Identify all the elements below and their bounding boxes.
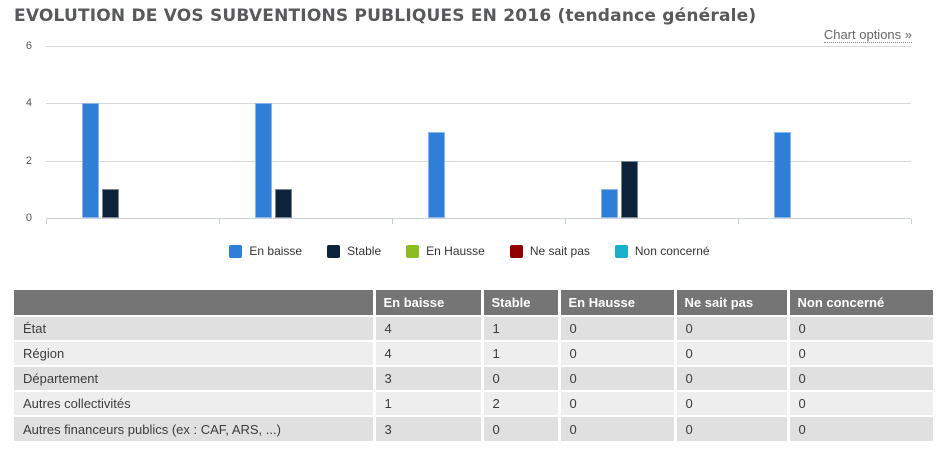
legend-item-label: Non concerné [634,244,710,258]
cell-value: 2 [482,391,561,416]
cell-value: 0 [559,366,677,391]
cell-value: 0 [482,366,561,391]
cell-value: 0 [675,416,790,441]
legend-swatch-icon [406,244,420,258]
bar-stable-4 [621,161,638,218]
legend-swatch-icon [509,244,523,258]
gridline-y-6 [46,46,911,47]
cell-value: 0 [559,341,677,366]
cell-value: 0 [559,391,677,416]
bar-en-baisse-5 [774,132,791,218]
results-table-header-en-baisse: En baisse [374,290,484,317]
bar-stable-2 [275,189,292,218]
table-row: Département 3 0 0 0 0 [14,366,933,391]
chart-legend: En baisse Stable En Hausse Ne sait pas Non c… [0,242,939,260]
row-label: État [14,316,376,341]
cell-value: 0 [675,391,790,416]
table-row: Autres financeurs publics (ex : CAF, ARS… [14,416,933,441]
cell-value: 0 [482,416,561,441]
cell-value: 0 [559,316,677,341]
bar-en-baisse-1 [82,103,99,218]
row-label: Département [14,366,376,391]
x-axis-tick [911,219,912,224]
page-title: EVOLUTION DE VOS SUBVENTIONS PUBLIQUES E… [14,6,757,26]
cell-value: 0 [788,391,933,416]
legend-item-label: En Hausse [426,244,485,258]
results-table-header-non-concerné: Non concerné [788,290,933,317]
bar-en-baisse-4 [601,189,618,218]
cell-value: 0 [788,416,933,441]
y-axis-label-6: 6 [25,40,32,52]
x-axis-tick [738,219,739,224]
results-table-head: En baisse Stable En Hausse Ne sait pas Non c… [14,290,933,317]
results-table-header-en-hausse: En Hausse [559,290,677,317]
y-axis-label-4: 4 [25,97,32,109]
legend-swatch-icon [614,244,628,258]
gridline-y-0 [46,218,911,219]
bar-stable-1 [102,189,119,218]
y-axis-label-2: 2 [25,155,32,167]
gridline-y-4 [46,103,911,104]
table-row: État 4 1 0 0 0 [14,316,933,341]
cell-value: 0 [788,341,933,366]
results-table-header-stable: Stable [482,290,561,317]
cell-value: 1 [482,341,561,366]
results-table-header-row-label [14,290,376,317]
legend-item-label: Stable [347,244,382,258]
y-axis-label-0: 0 [25,212,32,224]
cell-value: 1 [482,316,561,341]
legend-item-en-baisse[interactable]: En baisse [229,244,302,258]
x-axis-tick [392,219,393,224]
legend-item-label: En baisse [249,244,303,258]
legend-item-ne-sait-pas[interactable]: Ne sait pas [509,244,590,258]
chart-options-link[interactable]: Chart options » [823,27,912,43]
legend-item-label: Ne sait pas [529,244,590,258]
row-label: Autres collectivités [14,391,376,416]
table-row: Région 4 1 0 0 0 [14,341,933,366]
bar-en-baisse-2 [255,103,272,218]
x-axis-tick [46,219,47,224]
x-axis-tick [219,219,220,224]
cell-value: 1 [374,391,484,416]
cell-value: 0 [675,316,790,341]
legend-item-stable[interactable]: Stable [327,244,381,258]
cell-value: 0 [559,416,677,441]
cell-value: 0 [788,366,933,391]
legend-item-en-hausse[interactable]: En Hausse [406,244,485,258]
cell-value: 3 [374,366,484,391]
x-axis-tick [565,219,566,224]
cell-value: 0 [788,316,933,341]
results-table: En baisse Stable En Hausse Ne sait pas Non c… [14,290,933,441]
bar-chart: 0 2 4 6 [0,40,939,226]
legend-swatch-icon [229,244,243,258]
cell-value: 0 [675,366,790,391]
cell-value: 4 [374,341,484,366]
gridline-y-2 [46,161,911,162]
cell-value: 3 [374,416,484,441]
legend-swatch-icon [327,244,341,258]
table-row: Autres collectivités 1 2 0 0 0 [14,391,933,416]
results-table-body: État 4 1 0 0 0 Région 4 1 0 0 0 Département 3 0 0 0 0 Autr… [14,316,933,441]
legend-item-non-concerné[interactable]: Non concerné [614,244,710,258]
bar-en-baisse-3 [428,132,445,218]
row-label: Région [14,341,376,366]
results-table-header-ne-sait-pas: Ne sait pas [675,290,790,317]
cell-value: 0 [675,341,790,366]
cell-value: 4 [374,316,484,341]
row-label: Autres financeurs publics (ex : CAF, ARS… [14,416,376,441]
